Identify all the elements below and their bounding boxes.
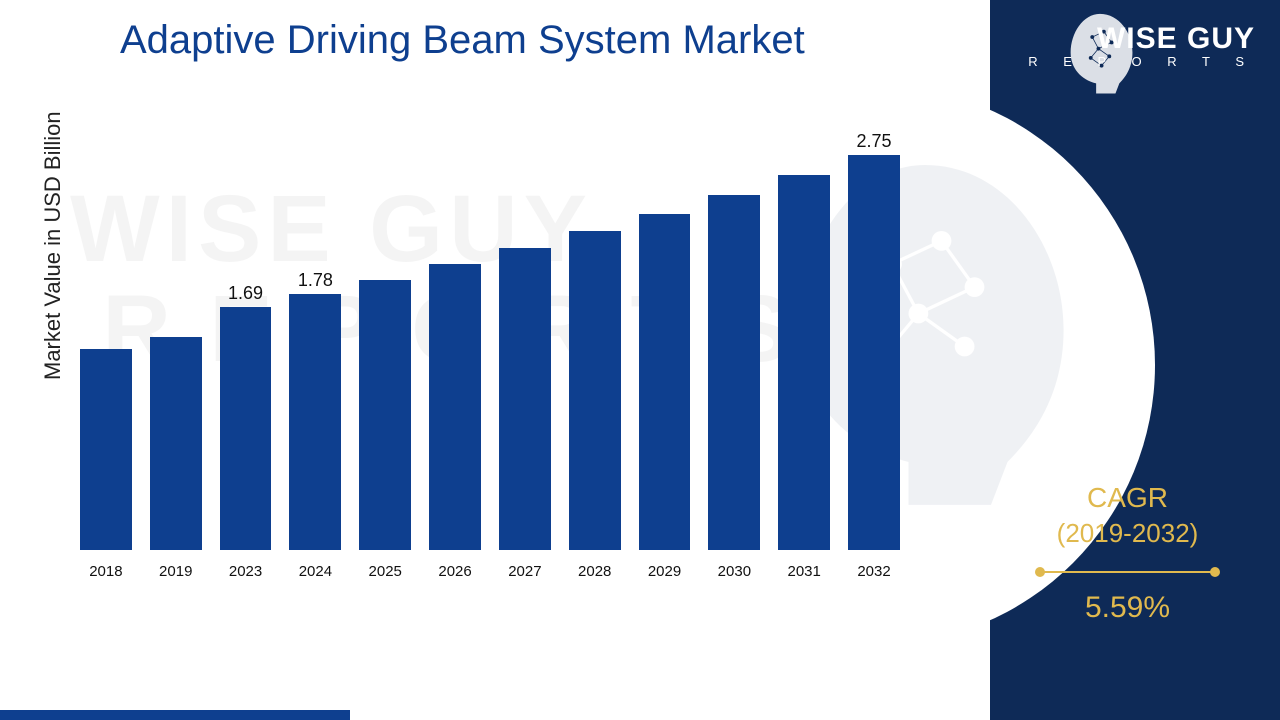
bar-wrap: 2.75 (848, 155, 900, 550)
bar (80, 349, 132, 550)
cagr-value: 5.59% (1040, 591, 1215, 625)
chart-title: Adaptive Driving Beam System Market (120, 18, 805, 63)
bar (848, 155, 900, 550)
bar (639, 214, 691, 550)
bar-wrap: 1.69 (220, 307, 272, 550)
bars-group: 1.69 1.78 2.75 (80, 150, 900, 550)
chart-container: WISE GUY R E P O R T S WISE GUY R E P O … (0, 0, 1280, 720)
x-tick-label: 2028 (569, 563, 621, 580)
x-tick-label: 2019 (150, 563, 202, 580)
bar (778, 175, 830, 550)
x-axis: 2018 2019 2023 2024 2025 2026 2027 2028 2029 2030… (80, 563, 900, 580)
bar-wrap (499, 248, 551, 550)
bar-wrap (80, 349, 132, 550)
bar-value-label: 1.78 (298, 270, 333, 291)
bar-wrap: 1.78 (289, 294, 341, 550)
cagr-block: CAGR (2019-2032) 5.59% (1040, 482, 1215, 625)
bar-wrap (778, 175, 830, 550)
logo-main: WISE GUY (1028, 22, 1255, 56)
bar (359, 280, 411, 550)
bar (150, 337, 202, 550)
x-tick-label: 2030 (708, 563, 760, 580)
x-tick-label: 2018 (80, 563, 132, 580)
bar-wrap (639, 214, 691, 550)
x-tick-label: 2029 (639, 563, 691, 580)
x-tick-label: 2031 (778, 563, 830, 580)
x-tick-label: 2032 (848, 563, 900, 580)
x-tick-label: 2027 (499, 563, 551, 580)
bar (708, 195, 760, 550)
bar (499, 248, 551, 550)
bar-wrap (359, 280, 411, 550)
bar (220, 307, 272, 550)
bar-value-label: 1.69 (228, 283, 263, 304)
x-tick-label: 2025 (359, 563, 411, 580)
bar-chart: 1.69 1.78 2.75 2018 2019 2023 2024 2025 2026 202… (80, 150, 900, 580)
x-tick-label: 2026 (429, 563, 481, 580)
bar (569, 231, 621, 550)
bar-wrap (429, 264, 481, 550)
x-tick-label: 2024 (289, 563, 341, 580)
brand-logo: WISE GUY R E P O R T S (1028, 22, 1255, 69)
x-tick-label: 2023 (220, 563, 272, 580)
bar-value-label: 2.75 (856, 131, 891, 152)
cagr-title: CAGR (1040, 482, 1215, 514)
bar (429, 264, 481, 550)
logo-sub: R E P O R T S (1028, 54, 1255, 69)
bar (289, 294, 341, 550)
bar-wrap (569, 231, 621, 550)
bar-wrap (150, 337, 202, 550)
cagr-divider (1040, 571, 1215, 573)
y-axis-label: Market Value in USD Billion (40, 111, 66, 380)
cagr-period: (2019-2032) (1040, 518, 1215, 549)
footer-accent (0, 710, 350, 720)
bar-wrap (708, 195, 760, 550)
